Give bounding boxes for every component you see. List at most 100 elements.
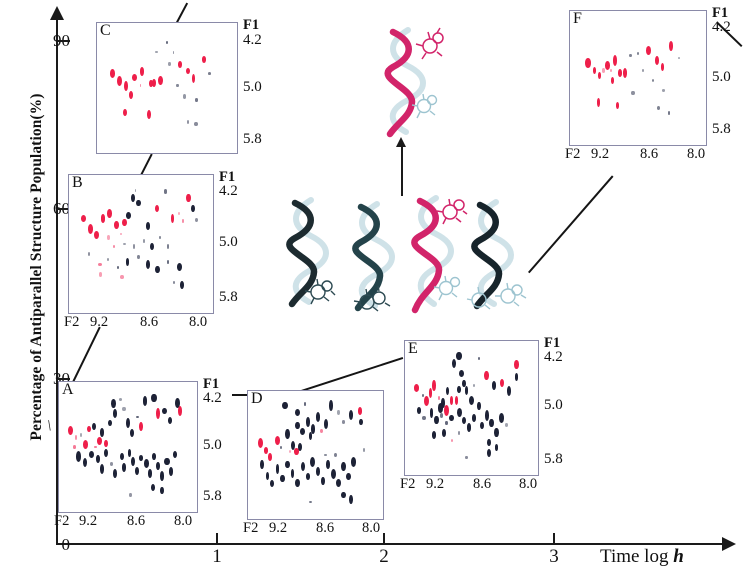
cross-peak: [142, 239, 145, 244]
cross-peak: [129, 492, 132, 498]
panel-A-f2-tick-8.6: 8.6: [127, 513, 146, 529]
cross-peak: [177, 60, 183, 68]
cross-peak: [172, 280, 175, 285]
cross-peak: [631, 90, 635, 96]
panel-E-f2-tick-8.0: 8.0: [519, 476, 538, 492]
cross-peak: [669, 41, 674, 51]
cross-peak: [323, 419, 328, 430]
cross-peak: [161, 407, 167, 415]
cross-peak: [601, 68, 606, 73]
panel-B-f1-tick-4.2: 4.2: [219, 183, 238, 199]
cross-peak: [263, 447, 269, 454]
panel-F-label: F: [573, 10, 582, 27]
cross-peak: [615, 101, 620, 109]
panel-D-label: D: [251, 390, 263, 407]
cross-peak: [461, 416, 467, 425]
cross-peak: [623, 68, 628, 78]
cross-peak: [484, 371, 489, 381]
cross-peak: [295, 421, 301, 430]
cross-peak: [300, 462, 305, 472]
cross-peak: [275, 463, 280, 475]
cross-peak: [429, 408, 434, 418]
cross-peak: [280, 475, 285, 482]
y-tick-mark-60: [58, 208, 70, 210]
cross-peak: [506, 385, 512, 396]
connector-e-to-f: [528, 175, 614, 274]
cross-peak: [267, 453, 272, 462]
cross-peak: [290, 440, 295, 451]
cross-peak: [479, 421, 484, 430]
connector-b-to-a: [70, 326, 101, 387]
panel-F-f1-title: F1: [712, 5, 729, 21]
cross-peak: [357, 407, 363, 416]
y-tick-mark-90: [58, 40, 70, 42]
y-axis-label: Percentage of Antiparallel Structure Pop…: [28, 93, 45, 441]
cross-peak: [111, 399, 116, 409]
panel-D-f2-tick-8.0: 8.0: [362, 520, 381, 536]
cross-peak: [88, 223, 94, 234]
panel-D-f2-tick-8.6: 8.6: [316, 520, 335, 536]
cross-peak: [136, 254, 140, 259]
cross-peak: [127, 449, 132, 457]
cross-peak: [96, 455, 100, 463]
cross-peak: [434, 416, 439, 425]
cross-peak: [293, 448, 300, 455]
x-axis-line: [56, 543, 728, 545]
panel-B-f2-tick-9.2: 9.2: [90, 314, 109, 330]
cross-peak: [445, 420, 448, 426]
panel-B-plot-box: [68, 174, 214, 314]
cross-peak: [484, 410, 489, 421]
cross-peak: [186, 67, 191, 75]
cross-peak: [280, 446, 283, 450]
cross-peak: [459, 369, 464, 377]
cross-peak: [165, 40, 168, 45]
x-axis-label: Time log h: [600, 546, 684, 568]
cross-peak: [422, 415, 426, 420]
x-axis-label-prefix: Time log: [600, 546, 674, 567]
cross-peak: [121, 462, 127, 473]
panel-B-f1-title: F1: [219, 169, 236, 185]
cross-peak: [661, 89, 666, 92]
cross-peak: [337, 410, 340, 415]
cross-peak: [104, 439, 108, 447]
cross-peak: [135, 199, 141, 207]
y-tick-60: 60: [0, 200, 70, 217]
cross-peak: [158, 76, 163, 86]
cross-peak: [120, 275, 124, 280]
cross-peak: [454, 396, 459, 405]
cross-peak: [119, 452, 124, 461]
panel-C-plot-box: [96, 22, 238, 154]
cross-peak: [182, 94, 186, 99]
cross-peak: [195, 217, 199, 222]
cross-peak: [155, 50, 158, 54]
cross-peak: [334, 452, 338, 458]
cross-peak: [126, 212, 132, 220]
cross-peak: [194, 122, 198, 126]
cross-peak: [636, 51, 640, 55]
cross-peak: [326, 460, 330, 469]
panel-A-f1-tick-5.8: 5.8: [203, 488, 222, 504]
cross-peak: [320, 429, 324, 434]
cross-peak: [99, 427, 105, 438]
panel-E-f1-tick-4.2: 4.2: [544, 349, 563, 365]
cross-peak: [107, 419, 112, 427]
cross-peak: [504, 423, 509, 428]
cross-peak: [159, 470, 164, 481]
cross-peak: [617, 69, 623, 77]
cross-peak: [306, 417, 310, 427]
cross-peak: [441, 398, 445, 408]
cross-peak: [660, 63, 664, 71]
cross-peak: [179, 281, 184, 289]
cross-peak: [124, 80, 128, 91]
panel-A-f1-tick-4.2: 4.2: [203, 390, 222, 406]
cross-peak: [194, 98, 198, 102]
cross-peak: [107, 257, 110, 261]
cross-peak: [305, 472, 311, 480]
x-axis-arrowhead: [722, 537, 736, 551]
cross-peak: [178, 211, 181, 215]
cross-peak: [93, 230, 99, 240]
panel-B-f2-title: F2: [64, 314, 80, 330]
cross-peak: [172, 450, 178, 458]
panel-F-f2-title: F2: [565, 146, 581, 162]
